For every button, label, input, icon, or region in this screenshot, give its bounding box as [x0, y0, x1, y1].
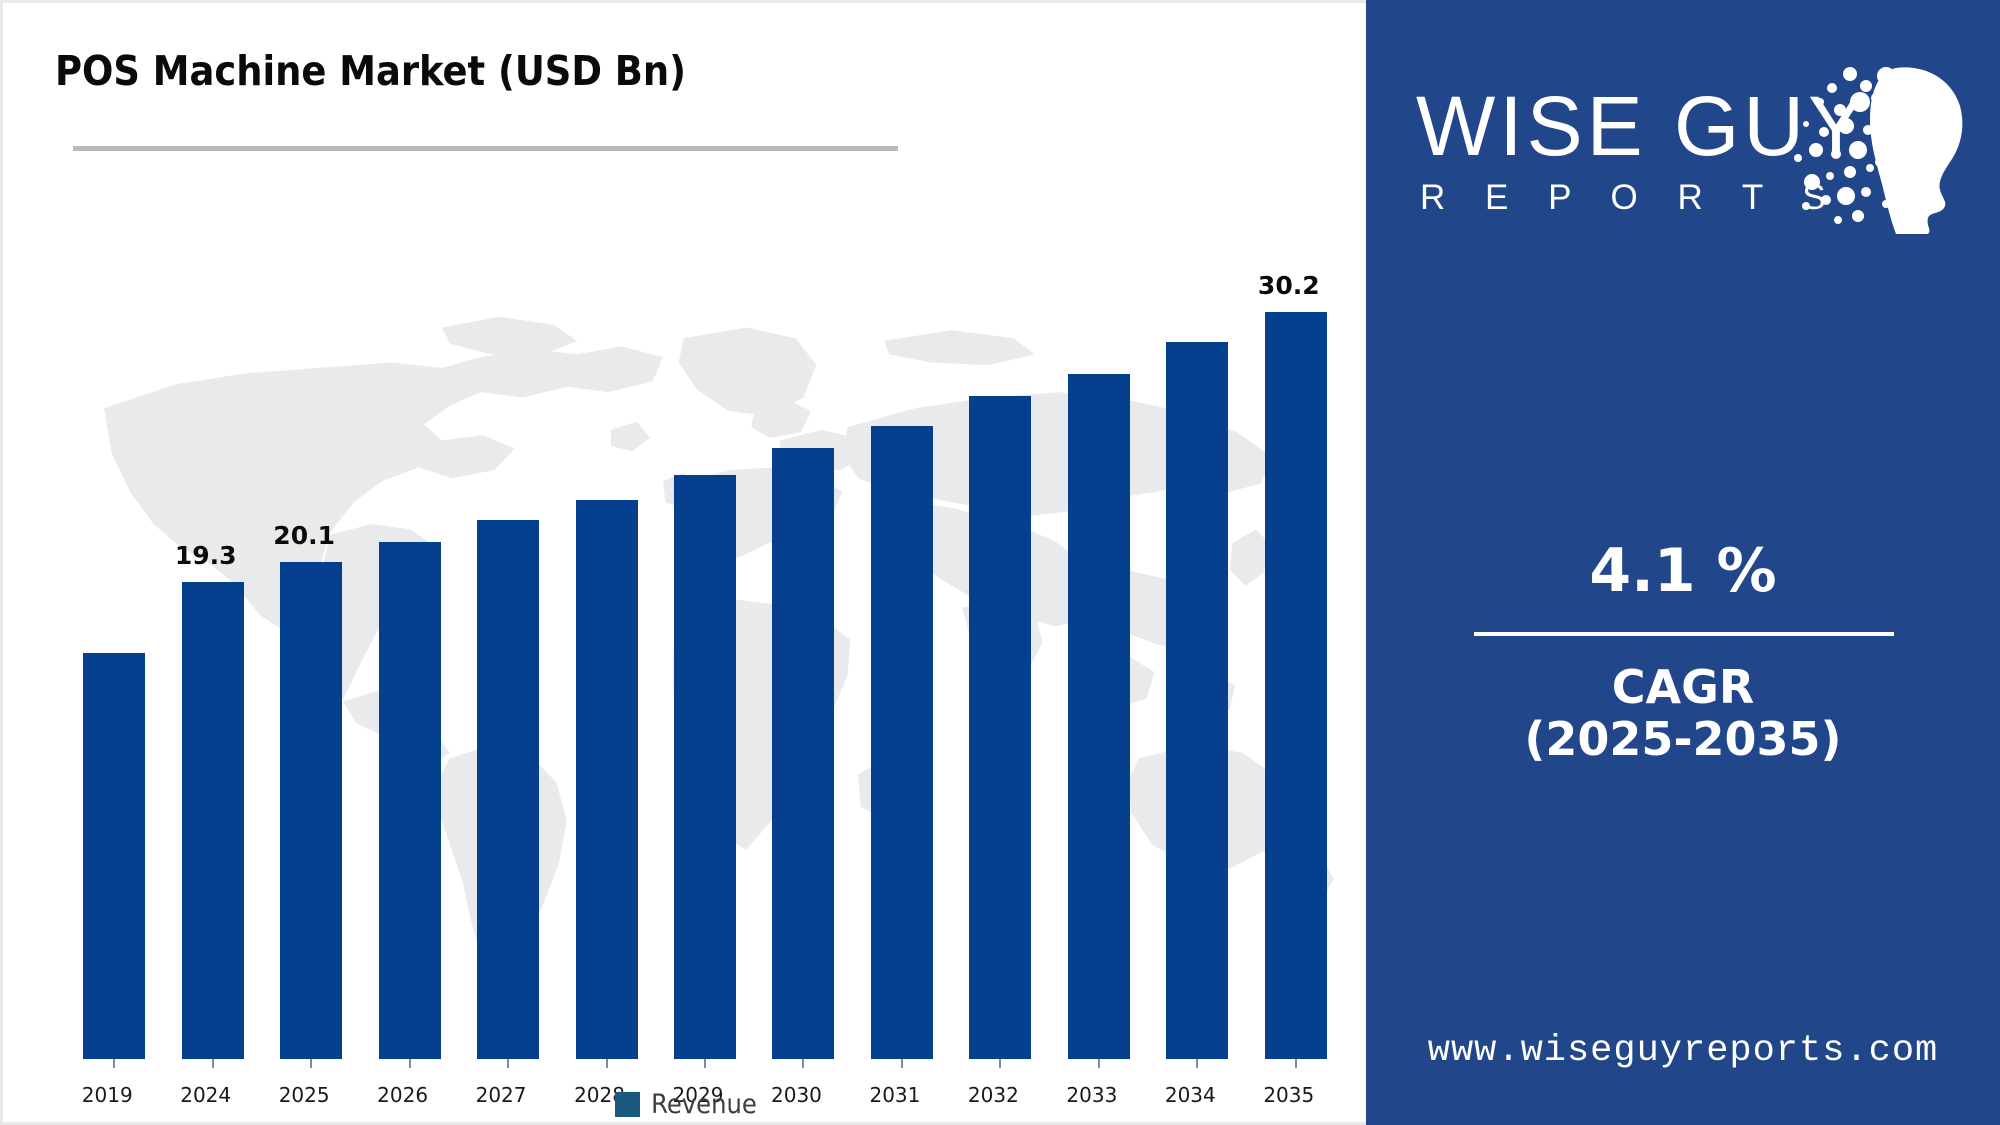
x-axis-label-2030: 2030 [771, 1083, 822, 1107]
bar-column: 2026 [355, 243, 451, 1107]
x-axis-label-2026: 2026 [377, 1083, 429, 1107]
bar-2030[interactable] [772, 448, 835, 1059]
bar-2027[interactable] [477, 519, 540, 1059]
bar-2025[interactable] [280, 561, 343, 1059]
title-divider [73, 146, 898, 151]
bar-column: 2032 [945, 243, 1041, 1107]
x-axis-tick-2033 [1097, 1059, 1100, 1068]
cagr-label-line1: CAGR [1611, 660, 1755, 714]
x-axis-tick-2034 [1196, 1059, 1199, 1068]
logo-subwordmark: R E P O R T S [1420, 178, 1841, 217]
x-axis-tick-2031 [900, 1059, 903, 1068]
wiseguy-reports-logo: WISE GUY R E P O R T S [1404, 62, 1964, 234]
plot-area: 2019 19.3 2024 20.1 2025 2026 2027 2028 2029 2030… [58, 243, 1338, 1107]
cagr-value: 4.1 % [1589, 536, 1777, 606]
cagr-label: CAGR (2025-2035) [1366, 660, 2000, 766]
x-axis-label-2035: 2035 [1263, 1083, 1315, 1107]
x-axis-tick-2025 [310, 1059, 313, 1068]
bar-2029[interactable] [674, 475, 736, 1059]
x-axis-label-2027: 2027 [475, 1083, 527, 1107]
x-axis-tick-2035 [1294, 1059, 1297, 1068]
legend-label-revenue: Revenue [651, 1089, 757, 1120]
bar-column: 2031 [847, 243, 943, 1107]
bar-column: 2019 [59, 243, 155, 1107]
bar-2026[interactable] [378, 542, 441, 1059]
x-axis-tick-2024 [211, 1059, 214, 1068]
cagr-divider [1474, 632, 1894, 636]
bar-series-revenue: 2019 19.3 2024 20.1 2025 2026 2027 2028 2029 2030… [58, 243, 1338, 1107]
x-axis-label-2032: 2032 [967, 1083, 1019, 1107]
bar-column: 2033 [1044, 243, 1140, 1107]
bar-2035[interactable] [1264, 312, 1327, 1059]
x-axis-label-2034: 2034 [1164, 1083, 1216, 1107]
legend-swatch-revenue [615, 1092, 641, 1117]
x-axis-tick-2028 [605, 1059, 608, 1068]
bar-2019[interactable] [83, 653, 146, 1059]
bar-2024[interactable] [181, 581, 244, 1059]
bar-2032[interactable] [969, 396, 1032, 1059]
bar-value-label-2025: 20.1 [273, 520, 335, 550]
bar-column: 20.1 2025 [256, 243, 352, 1107]
bar-column: 19.3 2024 [158, 243, 254, 1107]
bar-2033[interactable] [1067, 374, 1130, 1059]
x-axis-tick-2030 [802, 1059, 805, 1068]
x-axis-label-2025: 2025 [278, 1083, 330, 1107]
logo-wordmark: WISE GUY [1416, 79, 1869, 173]
bar-column: 2029 [650, 243, 746, 1107]
x-axis-label-2033: 2033 [1066, 1083, 1118, 1107]
bar-value-label-2035: 30.2 [1257, 271, 1320, 301]
cagr-label-line2: (2025-2035) [1524, 711, 1842, 766]
x-axis-tick-2026 [408, 1059, 411, 1068]
x-axis-label-2029: 2029 [672, 1083, 724, 1107]
bar-2031[interactable] [870, 425, 933, 1059]
bar-column: 2030 [748, 243, 844, 1107]
dotted-head-profile-icon [1794, 67, 1963, 234]
x-axis-label-2019: 2019 [81, 1083, 133, 1107]
bar-column: 2028 [552, 243, 648, 1107]
website-url: www.wiseguyreports.com [1427, 1030, 1939, 1072]
bar-2034[interactable] [1166, 341, 1229, 1059]
bar-column: 2034 [1142, 243, 1238, 1107]
chart-title: POS Machine Market (USD Bn) [55, 47, 687, 95]
bar-2028[interactable] [575, 500, 638, 1059]
bar-column: 30.2 2035 [1241, 243, 1337, 1107]
chart-legend: Revenue [3, 1089, 1369, 1120]
x-axis-tick-2032 [999, 1059, 1002, 1068]
x-axis-label-2024: 2024 [180, 1083, 232, 1107]
chart-panel: POS Machine Market (USD Bn) [0, 0, 1366, 1125]
bar-column: 2027 [453, 243, 549, 1107]
x-axis-tick-2029 [704, 1059, 706, 1068]
bar-value-label-2024: 19.3 [174, 540, 237, 570]
x-axis-tick-2027 [507, 1059, 510, 1068]
x-axis-tick-2019 [113, 1059, 116, 1068]
brand-panel: WISE GUY R E P O R T S [1366, 0, 2000, 1125]
x-axis-label-2031: 2031 [869, 1083, 921, 1107]
